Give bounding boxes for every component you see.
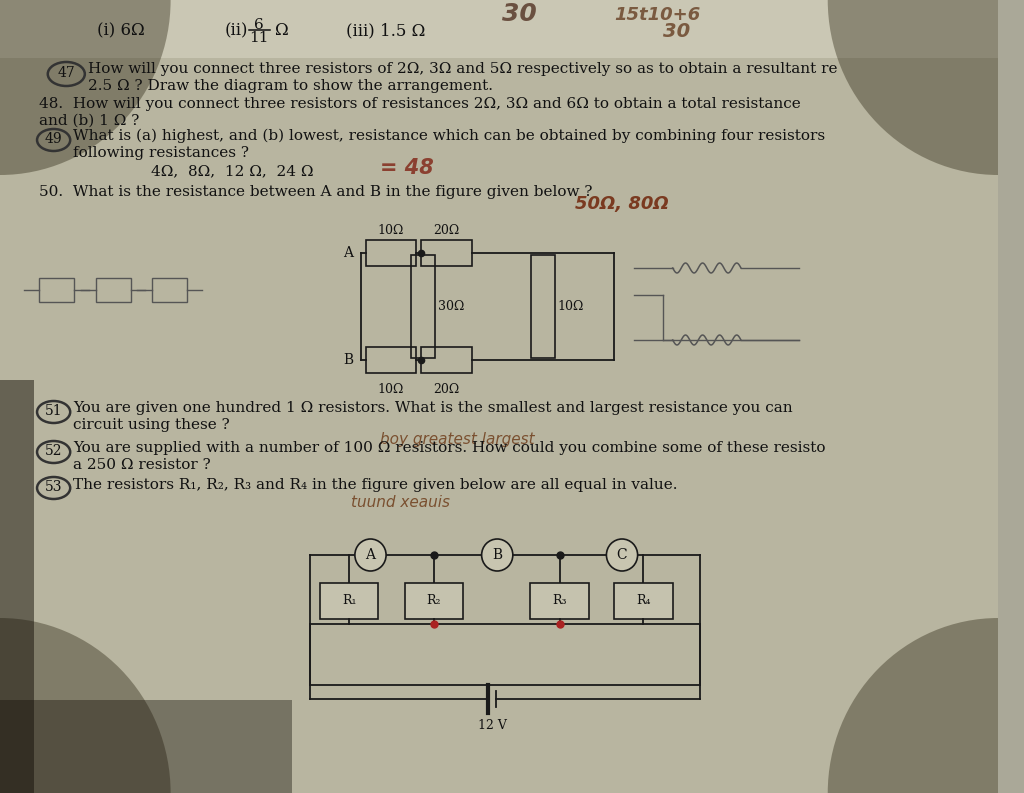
Text: circuit using these ?: circuit using these ? [73, 418, 229, 432]
Text: 4Ω,  8Ω,  12 Ω,  24 Ω: 4Ω, 8Ω, 12 Ω, 24 Ω [152, 164, 313, 178]
Text: How will you connect three resistors of 2Ω, 3Ω and 5Ω respectively so as to obta: How will you connect three resistors of … [88, 62, 838, 76]
Text: 50.  What is the resistance between A and B in the figure given below ?: 50. What is the resistance between A and… [39, 185, 593, 199]
Text: 30: 30 [502, 2, 537, 26]
Text: = 48: = 48 [380, 158, 434, 178]
Text: following resistances ?: following resistances ? [73, 146, 249, 160]
Text: 10Ω: 10Ω [558, 300, 584, 313]
Bar [0, 380, 34, 793]
Text: 48.  How will you connect three resistors of resistances 2Ω, 3Ω and 6Ω to obtain: 48. How will you connect three resistors… [39, 97, 801, 111]
Text: 2.5 Ω ? Draw the diagram to show the arrangement.: 2.5 Ω ? Draw the diagram to show the arr… [88, 79, 493, 93]
Text: 12 V: 12 V [478, 719, 507, 732]
Text: A: A [366, 548, 376, 562]
Bar [153, 278, 187, 302]
Text: C: C [616, 548, 628, 562]
Text: 11: 11 [250, 31, 269, 45]
Text: 10Ω: 10Ω [378, 383, 404, 396]
Ellipse shape [0, 618, 171, 793]
Bar [319, 583, 378, 619]
Text: 30: 30 [663, 22, 690, 41]
Text: R₂: R₂ [427, 595, 441, 607]
Text: The resistors R₁, R₂, R₃ and R₄ in the figure given below are all equal in value: The resistors R₁, R₂, R₃ and R₄ in the f… [73, 478, 678, 492]
Bar [404, 583, 463, 619]
Text: B: B [493, 548, 503, 562]
Circle shape [606, 539, 638, 571]
Text: tuund xeauis: tuund xeauis [351, 495, 450, 510]
Text: A: A [343, 246, 353, 260]
Text: 50Ω, 80Ω: 50Ω, 80Ω [575, 195, 669, 213]
Text: a 250 Ω resistor ?: a 250 Ω resistor ? [73, 458, 211, 472]
Text: 51: 51 [45, 404, 62, 418]
Text: What is (a) highest, and (b) lowest, resistance which can be obtained by combini: What is (a) highest, and (b) lowest, res… [73, 129, 825, 144]
Text: 20Ω: 20Ω [433, 383, 460, 396]
Text: Ω: Ω [274, 22, 289, 39]
Bar [421, 347, 472, 373]
Bar [614, 583, 673, 619]
Text: 6: 6 [254, 18, 264, 32]
Text: 53: 53 [45, 480, 62, 494]
Text: 15t10+6: 15t10+6 [614, 6, 700, 24]
Ellipse shape [827, 618, 1024, 793]
Bar [530, 583, 589, 619]
Text: You are supplied with a number of 100 Ω resistors. How could you combine some of: You are supplied with a number of 100 Ω … [73, 441, 825, 455]
Text: (i) 6Ω: (i) 6Ω [97, 22, 145, 39]
Text: and (b) 1 Ω ?: and (b) 1 Ω ? [39, 114, 139, 128]
Text: R₄: R₄ [636, 595, 650, 607]
Text: You are given one hundred 1 Ω resistors. What is the smallest and largest resist: You are given one hundred 1 Ω resistors.… [73, 401, 793, 415]
Text: 47: 47 [57, 66, 75, 80]
Bar [421, 240, 472, 266]
Text: R₁: R₁ [342, 595, 356, 607]
Bar [95, 278, 131, 302]
Bar [531, 255, 555, 358]
Text: 10Ω: 10Ω [378, 224, 404, 237]
Circle shape [355, 539, 386, 571]
Text: R₃: R₃ [552, 595, 567, 607]
Text: 30Ω: 30Ω [437, 300, 464, 313]
Bar [412, 255, 435, 358]
Text: (ii): (ii) [224, 22, 248, 39]
Bar [0, 700, 293, 793]
Ellipse shape [827, 0, 1024, 175]
Text: (iii) 1.5 Ω: (iii) 1.5 Ω [346, 22, 426, 39]
Bar [0, 0, 998, 58]
Circle shape [481, 539, 513, 571]
Ellipse shape [0, 0, 171, 175]
Bar [39, 278, 74, 302]
Bar [366, 240, 417, 266]
Text: B: B [343, 353, 353, 367]
Text: 49: 49 [45, 132, 62, 146]
Text: 52: 52 [45, 444, 62, 458]
Text: 20Ω: 20Ω [433, 224, 460, 237]
Text: boy greatest largest: boy greatest largest [380, 432, 535, 447]
Bar [366, 347, 417, 373]
